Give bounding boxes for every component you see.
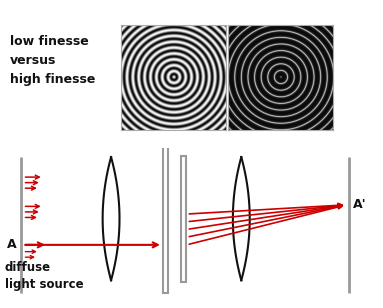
Text: A': A' bbox=[353, 198, 367, 211]
Text: low finesse
versus
high finesse: low finesse versus high finesse bbox=[10, 35, 95, 87]
Text: A: A bbox=[7, 238, 16, 251]
Bar bbox=[163, 145, 168, 293]
Text: diffuse
light source: diffuse light source bbox=[5, 261, 83, 291]
Bar bbox=[181, 156, 186, 282]
